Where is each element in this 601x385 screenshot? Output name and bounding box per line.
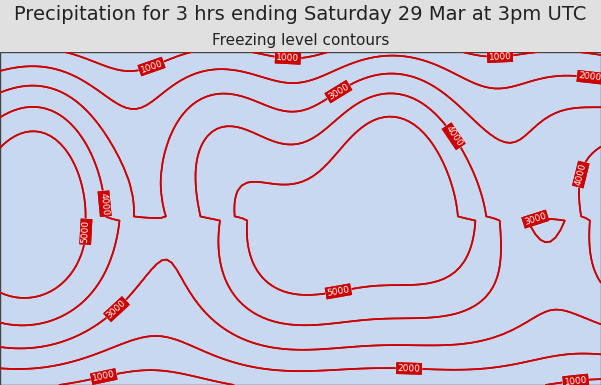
Text: 3000: 3000 xyxy=(105,298,128,320)
Text: 2000: 2000 xyxy=(397,364,421,373)
Text: 1000: 1000 xyxy=(276,53,299,63)
Text: 3000: 3000 xyxy=(326,82,350,102)
Text: 1000: 1000 xyxy=(139,59,164,75)
Text: 4000: 4000 xyxy=(574,162,588,187)
Text: 4000: 4000 xyxy=(444,124,464,148)
Text: 3000: 3000 xyxy=(105,298,128,320)
Text: Freezing level contours: Freezing level contours xyxy=(212,33,389,48)
Text: Precipitation for 3 hrs ending Saturday 29 Mar at 3pm UTC: Precipitation for 3 hrs ending Saturday … xyxy=(14,5,587,24)
Text: 1000: 1000 xyxy=(276,53,299,63)
Text: 1000: 1000 xyxy=(91,370,116,383)
Text: 3000: 3000 xyxy=(326,82,350,102)
Text: 1000: 1000 xyxy=(564,375,588,385)
Text: 2000: 2000 xyxy=(578,72,601,83)
Text: 4000: 4000 xyxy=(574,162,588,187)
Text: 3000: 3000 xyxy=(523,211,548,227)
Text: 1000: 1000 xyxy=(488,52,511,62)
Text: 1000: 1000 xyxy=(91,370,116,383)
Text: 5000: 5000 xyxy=(81,220,91,243)
Text: 4000: 4000 xyxy=(444,124,464,148)
Text: 4000: 4000 xyxy=(99,192,110,216)
Text: 5000: 5000 xyxy=(326,285,350,298)
Text: 3000: 3000 xyxy=(523,211,548,227)
Text: 1000: 1000 xyxy=(139,59,164,75)
Text: 5000: 5000 xyxy=(326,285,350,298)
Text: 1000: 1000 xyxy=(488,52,511,62)
Text: 2000: 2000 xyxy=(578,72,601,83)
Text: 4000: 4000 xyxy=(99,192,110,216)
Text: 1000: 1000 xyxy=(564,375,588,385)
Text: 5000: 5000 xyxy=(81,220,91,243)
Text: 2000: 2000 xyxy=(397,364,421,373)
